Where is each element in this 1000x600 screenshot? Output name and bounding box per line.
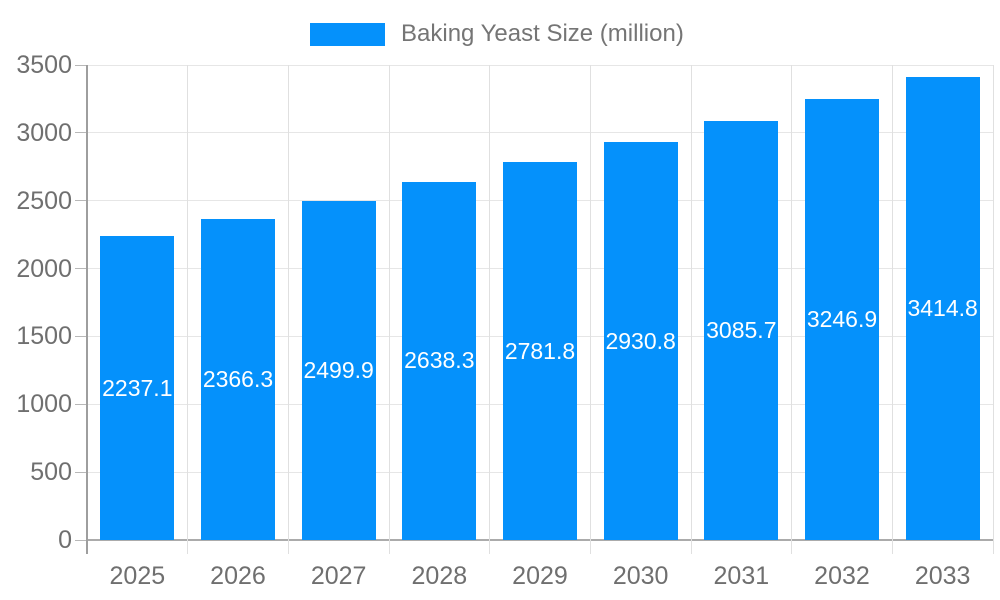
y-tick-label: 3500: [16, 51, 72, 79]
bar-value-label: 2366.3: [202, 365, 274, 392]
y-axis-line: [86, 65, 88, 554]
bar: 2638.3: [402, 181, 477, 540]
x-gridline: [791, 65, 793, 554]
x-tick-label: 2031: [713, 562, 770, 590]
bar: 3246.9: [805, 99, 879, 540]
y-tick-label: 0: [58, 526, 72, 554]
bar-value-label: 3414.8: [907, 294, 978, 321]
y-tick-label: 2500: [16, 186, 72, 215]
y-axis-tick: [75, 403, 87, 405]
x-tick-label: 2033: [914, 562, 971, 590]
y-axis-tick: [75, 132, 87, 134]
x-gridline: [589, 65, 591, 554]
legend-swatch: [310, 22, 385, 46]
bar: 2237.1: [100, 236, 175, 540]
bar: 2930.8: [603, 142, 678, 540]
y-tick-label: 500: [30, 458, 72, 487]
x-gridline: [891, 65, 893, 554]
y-axis-tick: [75, 64, 87, 66]
x-axis-line: [87, 539, 993, 541]
bar-value-label: 3085.7: [706, 317, 777, 344]
bar: 2499.9: [301, 200, 376, 540]
x-gridline: [287, 65, 289, 554]
legend: Baking Yeast Size (million): [310, 20, 684, 48]
bar-value-label: 2930.8: [605, 327, 676, 354]
x-gridline: [388, 65, 390, 554]
y-tick-label: 2000: [16, 254, 72, 283]
x-tick-label: 2025: [109, 562, 166, 590]
y-tick-label: 1000: [16, 390, 72, 419]
x-tick-label: 2029: [512, 562, 568, 590]
x-tick-label: 2028: [411, 562, 468, 590]
y-tick-label: 3000: [16, 118, 72, 147]
x-tick-label: 2026: [210, 562, 266, 590]
bar: 2781.8: [503, 162, 577, 540]
bar: 3414.8: [905, 76, 980, 540]
y-gridline: [87, 64, 993, 66]
bar-value-label: 2638.3: [404, 347, 475, 374]
x-tick-label: 2027: [310, 562, 367, 590]
bar-value-label: 2499.9: [303, 356, 374, 383]
bar: 2366.3: [201, 218, 275, 540]
x-tick-label: 2030: [612, 562, 669, 590]
bar: 3085.7: [704, 121, 779, 540]
y-axis-tick: [75, 539, 87, 541]
x-tick-label: 2032: [814, 562, 870, 590]
y-tick-label: 1500: [16, 322, 72, 351]
x-gridline: [489, 65, 491, 554]
bar-value-label: 2237.1: [102, 374, 173, 401]
x-gridline: [992, 65, 994, 554]
y-axis-tick: [75, 200, 87, 202]
bar-value-label: 3246.9: [806, 306, 878, 333]
legend-label: Baking Yeast Size (million): [401, 20, 684, 47]
y-axis-tick: [75, 268, 87, 270]
y-axis-tick: [75, 335, 87, 337]
y-gridline: [87, 132, 993, 134]
x-gridline: [187, 65, 189, 554]
x-gridline: [690, 65, 692, 554]
bar-value-label: 2781.8: [504, 337, 576, 364]
y-axis-tick: [75, 471, 87, 473]
